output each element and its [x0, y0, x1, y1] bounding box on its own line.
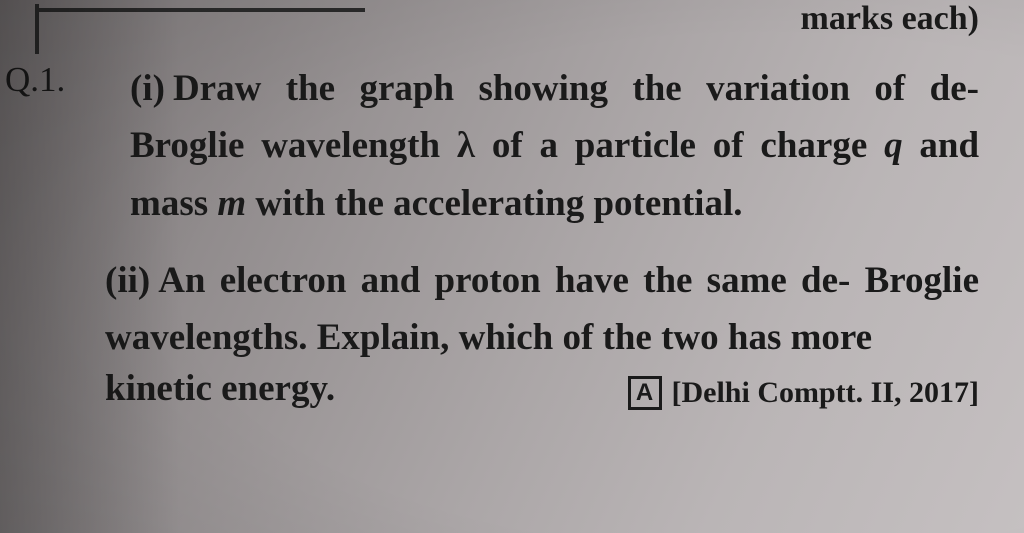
- question-ii-text: (ii)An electron and proton have the same…: [105, 252, 979, 367]
- question-part-i: Q.1. (i)Draw the graph showing the varia…: [10, 60, 984, 232]
- textbook-page: marks each) Q.1. (i)Draw the graph showi…: [0, 0, 1024, 533]
- part-ii-label: (ii): [105, 252, 150, 309]
- source-reference: A [Delhi Comptt. II, 2017]: [628, 376, 980, 410]
- answer-badge-icon: A: [628, 376, 662, 410]
- qii-line2: wavelengths. Explain, which of the two h…: [105, 317, 872, 358]
- qii-line1: An electron and proton have the same de-…: [158, 260, 979, 301]
- qi-line1: Draw the graph showing the variation of …: [173, 68, 979, 109]
- part-i-label: (i): [130, 60, 165, 117]
- qi-mass: mass: [130, 183, 208, 224]
- question-number: Q.1.: [5, 60, 65, 100]
- question-part-ii: (ii)An electron and proton have the same…: [10, 252, 984, 410]
- header-text: marks each): [801, 0, 979, 37]
- header-marks-each: marks each): [801, 0, 979, 38]
- question-content: Q.1. (i)Draw the graph showing the varia…: [10, 60, 984, 418]
- reference-text: [Delhi Comptt. II, 2017]: [672, 376, 980, 410]
- qii-line3: kinetic energy.: [105, 367, 335, 410]
- question-i-text: (i)Draw the graph showing the variation …: [130, 60, 979, 232]
- var-m: m: [217, 183, 246, 224]
- top-left-border-fragment: [35, 8, 365, 12]
- var-q: q: [884, 125, 903, 166]
- qi-line2a: Broglie wavelength λ of a particle of ch…: [130, 125, 867, 166]
- qi-line3: with the accelerating potential.: [255, 183, 742, 224]
- qi-and: and: [919, 125, 979, 166]
- last-row: kinetic energy. A [Delhi Comptt. II, 201…: [105, 367, 979, 410]
